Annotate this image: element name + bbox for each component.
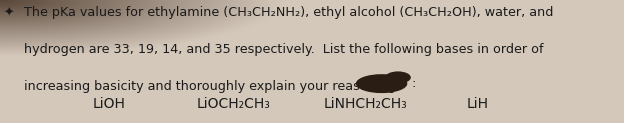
Text: LiOH: LiOH bbox=[93, 97, 125, 111]
Text: ✦: ✦ bbox=[3, 6, 14, 19]
Text: :: : bbox=[412, 77, 416, 90]
Text: The pKa values for ethylamine (CH₃CH₂NH₂), ethyl alcohol (CH₃CH₂OH), water, and: The pKa values for ethylamine (CH₃CH₂NH₂… bbox=[24, 6, 553, 19]
Ellipse shape bbox=[356, 74, 407, 93]
Text: LiH: LiH bbox=[466, 97, 489, 111]
Text: increasing basicity and thoroughly explain your reasoning: increasing basicity and thoroughly expla… bbox=[24, 80, 396, 93]
Text: LiNHCH₂CH₃: LiNHCH₂CH₃ bbox=[323, 97, 407, 111]
Ellipse shape bbox=[385, 71, 411, 84]
Text: LiOCH₂CH₃: LiOCH₂CH₃ bbox=[197, 97, 271, 111]
Text: hydrogen are 33, 19, 14, and 35 respectively.  List the following bases in order: hydrogen are 33, 19, 14, and 35 respecti… bbox=[24, 43, 544, 56]
